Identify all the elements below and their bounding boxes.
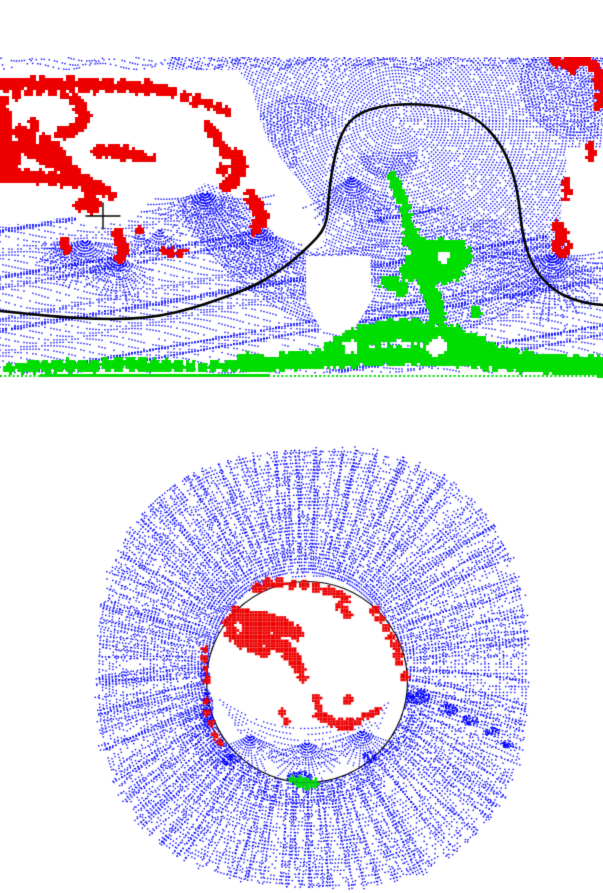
synoptic-map-panel — [0, 57, 603, 379]
spherical-view-panel — [0, 440, 603, 893]
